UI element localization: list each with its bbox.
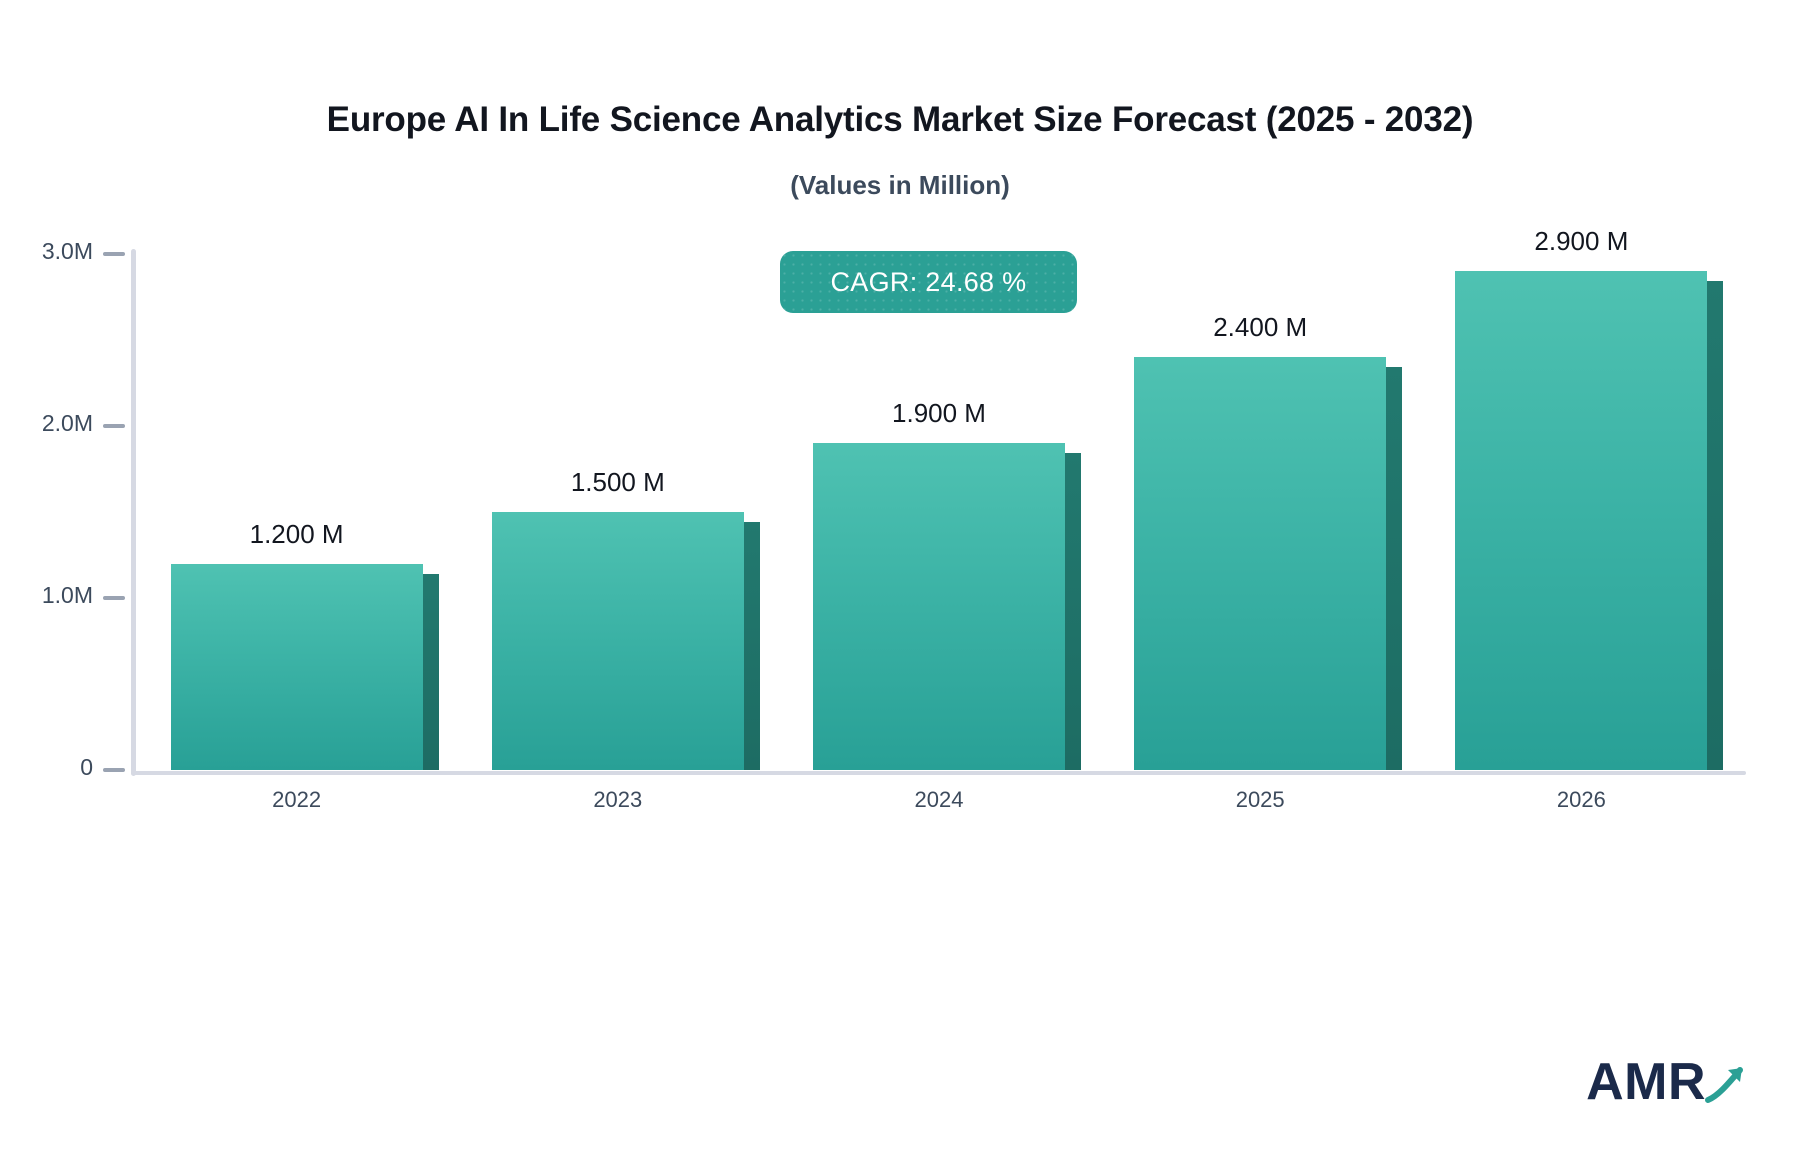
y-axis-tick-mark [103, 252, 125, 256]
bar-value-label: 2.400 M [1213, 312, 1308, 343]
x-axis-category-label: 2022 [272, 787, 322, 812]
bar-side-face [1386, 367, 1403, 770]
bar-value-label: 1.900 M [892, 398, 986, 429]
y-axis-tick-mark [103, 596, 125, 600]
bar-value-label: 1.200 M [249, 518, 344, 549]
bar-front-face [491, 512, 744, 770]
bar[interactable]: 2.400 M [1134, 312, 1403, 770]
bar-side-face [743, 522, 760, 770]
x-axis-line [131, 771, 1746, 775]
chart-subtitle: (Values in Million) [790, 170, 1010, 200]
bar-side-face [1065, 453, 1081, 770]
bar[interactable]: 1.500 M [491, 467, 760, 770]
bar-front-face [813, 443, 1065, 770]
y-axis-tick-mark [103, 768, 125, 772]
bar-front-face [1134, 357, 1387, 770]
bar-front-face [170, 563, 423, 770]
y-axis-tick-label: 0 [80, 754, 93, 780]
bar-side-face [422, 573, 439, 770]
amr-logo: AMR [1586, 1056, 1746, 1108]
amr-logo-text: AMR [1586, 1053, 1706, 1111]
bar[interactable]: 1.200 M [170, 519, 439, 770]
trend-up-arrow-icon [1702, 1062, 1746, 1106]
x-axis-category-label: 2025 [1235, 787, 1285, 812]
bar-value-label: 1.500 M [570, 467, 665, 497]
bar[interactable]: 2.900 M [1455, 226, 1724, 770]
cagr-badge-label: CAGR: 24.68 % [830, 266, 1027, 297]
x-axis-category-label: 2023 [593, 787, 643, 812]
x-axis-category-label: 2026 [1556, 787, 1606, 812]
bar[interactable]: 1.900 M [813, 398, 1081, 770]
bar-front-face [1455, 271, 1708, 770]
y-axis-tick-mark [103, 424, 125, 428]
y-axis-tick-label: 1.0M [41, 582, 93, 608]
y-axis-tick-label: 2.0M [41, 410, 93, 436]
bar-value-label: 2.900 M [1534, 226, 1629, 257]
page-title: Europe AI In Life Science Analytics Mark… [326, 100, 1474, 139]
x-axis-category-label: 2024 [914, 787, 964, 812]
y-axis-tick-label: 3.0M [41, 238, 93, 264]
y-axis-line [131, 249, 136, 776]
cagr-badge: CAGR: 24.68 % [780, 251, 1077, 313]
bar-side-face [1707, 281, 1724, 770]
